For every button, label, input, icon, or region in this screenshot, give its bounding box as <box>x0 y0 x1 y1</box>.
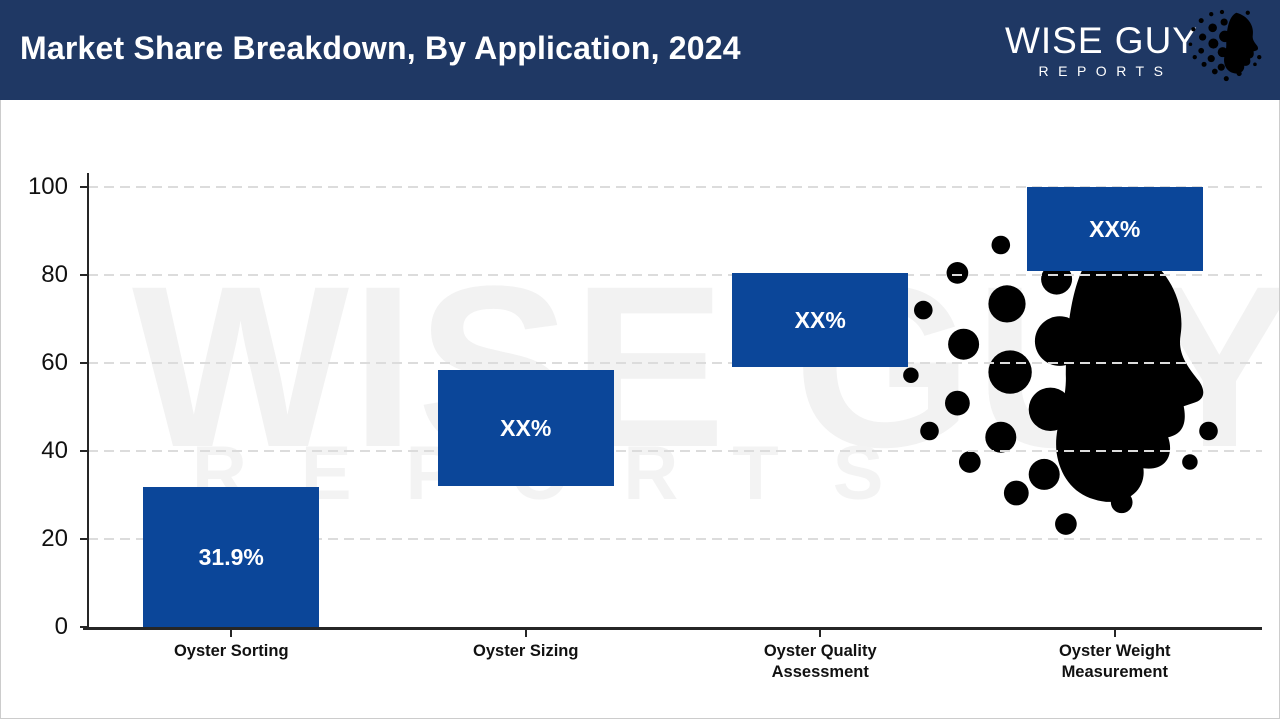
logo-wiseguy-text: WISE GUY <box>1004 20 1198 62</box>
header-bar: Market Share Breakdown, By Application, … <box>0 0 1280 100</box>
y-axis-tick-label: 40 <box>41 437 68 464</box>
gridline-60 <box>88 362 1262 364</box>
gridline-20 <box>88 538 1262 540</box>
bar-value-label: XX% <box>794 307 846 334</box>
x-axis-line <box>83 627 1262 630</box>
wiseguy-face-icon <box>1184 7 1270 93</box>
y-axis-line <box>87 173 89 630</box>
y-tick-mark <box>80 450 87 452</box>
brand-logo: WISE GUY REPORTS <box>1005 4 1270 96</box>
bar-oyster-quality-assessment <box>732 272 909 368</box>
y-axis-tick-label: 0 <box>54 613 68 640</box>
x-tick-mark <box>230 630 233 637</box>
bar-oyster-sizing <box>437 369 614 487</box>
y-axis-tick-label: 100 <box>27 173 68 200</box>
y-axis-tick-label: 80 <box>41 261 68 288</box>
x-tick-mark <box>1113 630 1116 637</box>
x-tick-mark <box>524 630 527 637</box>
y-tick-mark <box>80 186 87 188</box>
brand-logo-text: WISE GUY REPORTS <box>1004 20 1198 79</box>
gridline-40 <box>88 450 1262 452</box>
y-axis-tick-label: 20 <box>41 525 68 552</box>
x-axis-label: Oyster Sorting <box>173 642 289 660</box>
x-tick-mark <box>819 630 822 637</box>
x-axis-label: Oyster Sizing <box>473 642 579 660</box>
bar-value-label: 31.9% <box>198 543 264 570</box>
logo-reports-text: REPORTS <box>1038 62 1173 79</box>
bar-value-label: XX% <box>500 414 552 441</box>
y-tick-mark <box>80 274 87 276</box>
bar-value-label: XX% <box>1089 215 1141 242</box>
x-axis-label: Oyster Weight Measurement <box>1058 642 1171 681</box>
x-axis-label: Oyster Quality Assessment <box>763 642 877 681</box>
y-tick-mark <box>80 362 87 364</box>
y-axis-tick-label: 60 <box>41 349 68 376</box>
gridline-100 <box>88 186 1262 188</box>
bar-oyster-weight-measurement <box>1026 187 1203 271</box>
gridline-80 <box>88 274 1262 276</box>
bar-oyster-sorting <box>143 486 320 627</box>
y-tick-mark <box>80 538 87 540</box>
page-title: Market Share Breakdown, By Application, … <box>20 30 741 66</box>
